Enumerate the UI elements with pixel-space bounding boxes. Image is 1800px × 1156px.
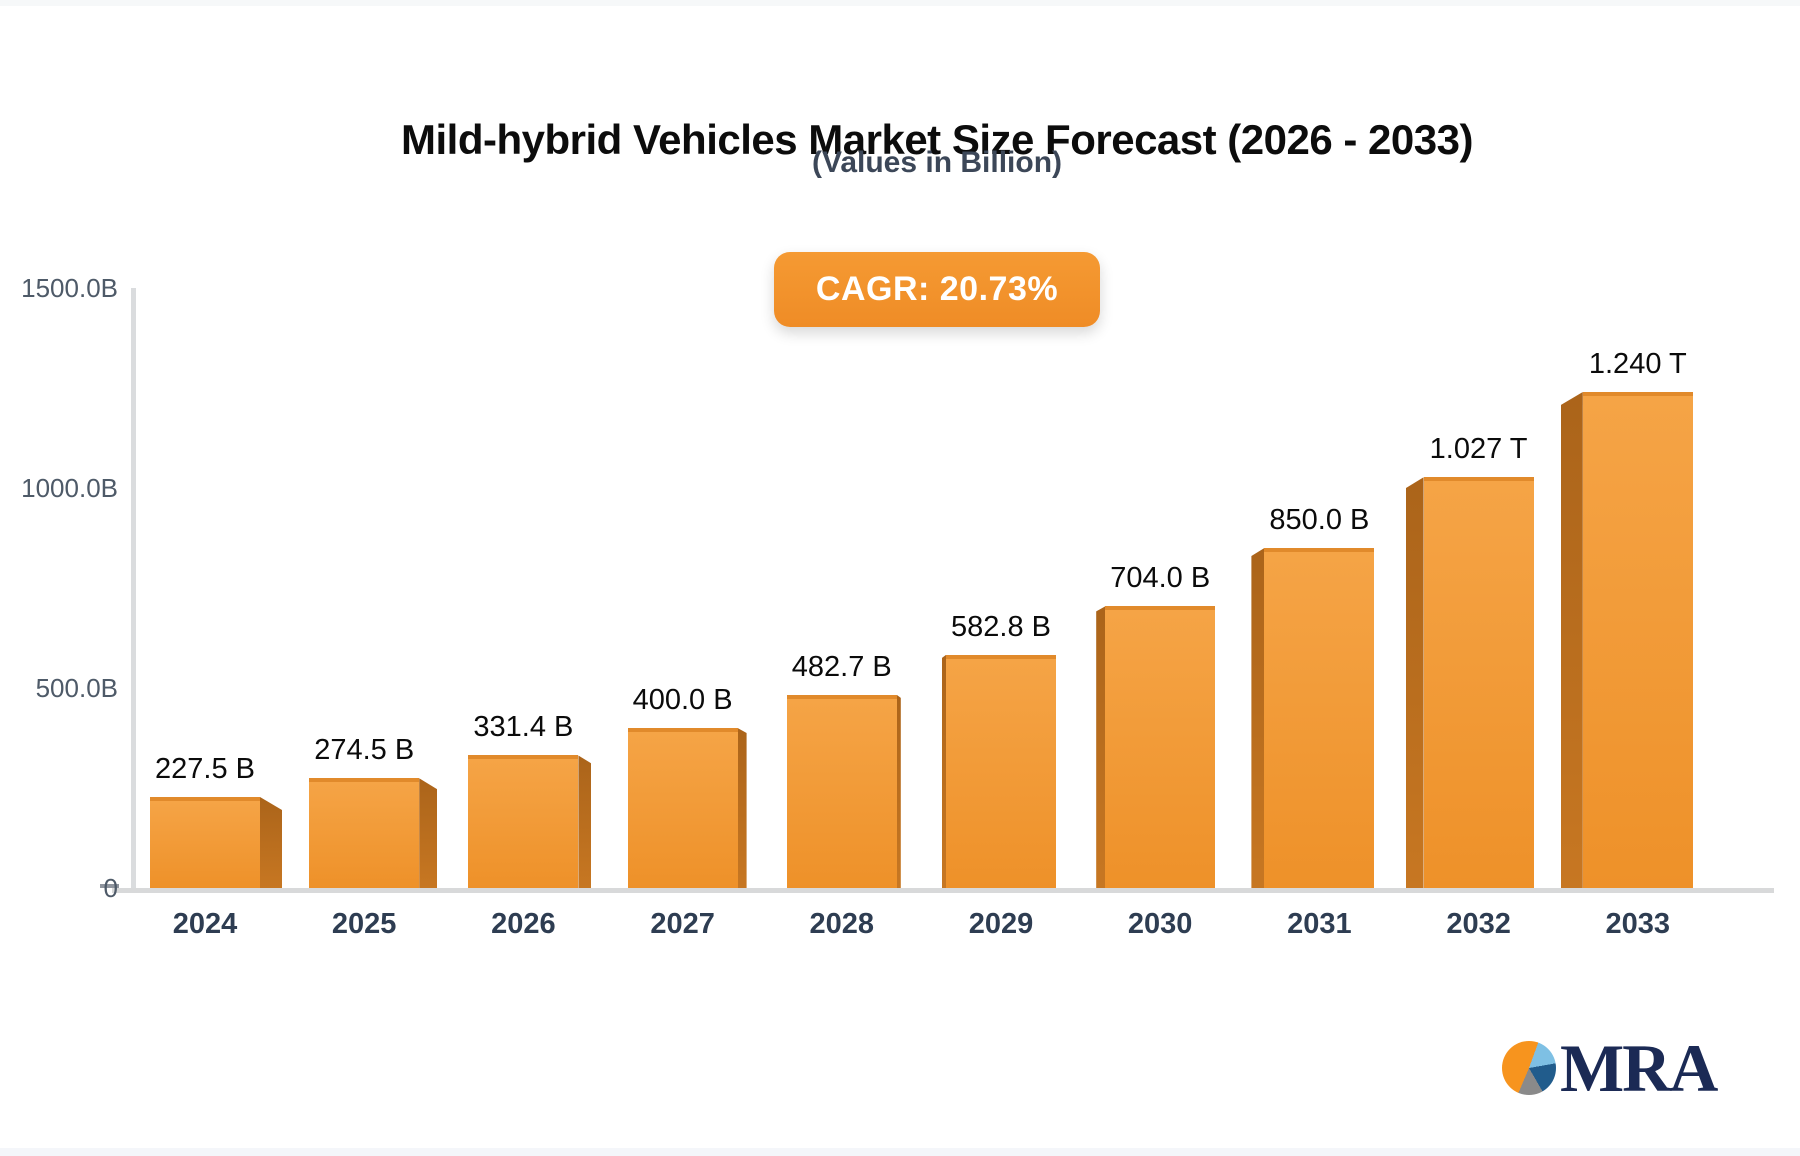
zero-tick-dash — [100, 884, 119, 888]
bar-side-2031 — [1251, 548, 1265, 888]
bottom-edge — [0, 1148, 1800, 1156]
x-tick-label-2026: 2026 — [491, 908, 556, 940]
bar-side-2029 — [942, 654, 946, 888]
bar-value-label-2032: 1.027 T — [1429, 433, 1528, 466]
logo-text: MRA — [1560, 1030, 1718, 1106]
y-tick-label: 0 — [103, 873, 118, 903]
bar-value-label-2026: 331.4 B — [473, 711, 574, 744]
bar-2031 — [1264, 548, 1375, 888]
x-tick-label-2028: 2028 — [809, 908, 875, 940]
bar-value-label-2031: 850.0 B — [1269, 504, 1370, 536]
bar-side-2024 — [260, 797, 282, 888]
bar-2027 — [627, 728, 738, 888]
bar-side-2026 — [578, 755, 592, 888]
x-tick-label-2031: 2031 — [1287, 908, 1352, 940]
bar-value-label-2033: 1.240 T — [1588, 348, 1687, 380]
bar-side-2032 — [1405, 477, 1424, 888]
top-edge — [0, 0, 1800, 6]
x-tick-label-2029: 2029 — [968, 908, 1034, 940]
x-tick-label-2032: 2032 — [1446, 908, 1511, 940]
bar-value-label-2027: 400.0 B — [632, 684, 733, 716]
logo-pie-icon — [1502, 1041, 1556, 1095]
bar-side-2030 — [1096, 606, 1106, 888]
bar-side-2027 — [737, 728, 747, 888]
bar-value-label-2025: 274.5 B — [314, 734, 415, 767]
bar-2033 — [1582, 392, 1693, 888]
bar-value-label-2029: 582.8 B — [951, 610, 1051, 643]
bar-side-2025 — [419, 778, 438, 888]
bar-2030 — [1105, 606, 1216, 888]
bar-2028 — [786, 694, 897, 888]
x-tick-label-2027: 2027 — [650, 908, 715, 940]
y-tick-label: 1000.0B — [21, 473, 118, 503]
x-tick-label-2025: 2025 — [331, 908, 397, 940]
chart-subtitle: (Values in Billion) — [811, 146, 1063, 179]
bar-2032 — [1423, 477, 1534, 888]
y-axis-line — [131, 288, 136, 892]
x-tick-label-2024: 2024 — [172, 908, 238, 940]
y-tick-label: 1500.0B — [21, 273, 118, 303]
bar-2025 — [309, 778, 420, 888]
chart-title: Mild-hybrid Vehicles Market Size Forecas… — [401, 116, 1473, 164]
bar-value-label-2030: 704.0 B — [1110, 562, 1211, 595]
bar-side-2033 — [1560, 392, 1583, 888]
badge-row: CAGR: 20.73% — [37, 252, 1800, 327]
brand-logo: MRA — [1502, 1030, 1718, 1106]
cagr-badge: CAGR: 20.73% — [773, 252, 1101, 327]
x-tick-label-2030: 2030 — [1127, 908, 1193, 940]
x-baseline — [112, 888, 1774, 893]
bar-2029 — [946, 654, 1056, 888]
y-tick-label: 500.0B — [35, 673, 118, 703]
x-tick-label-2033: 2033 — [1605, 908, 1671, 940]
bar-2024 — [150, 797, 260, 888]
bar-value-label-2028: 482.7 B — [791, 650, 892, 683]
bar-value-label-2024: 227.5 B — [155, 753, 255, 785]
bar-2026 — [468, 755, 579, 888]
bar-side-2028 — [896, 694, 901, 888]
